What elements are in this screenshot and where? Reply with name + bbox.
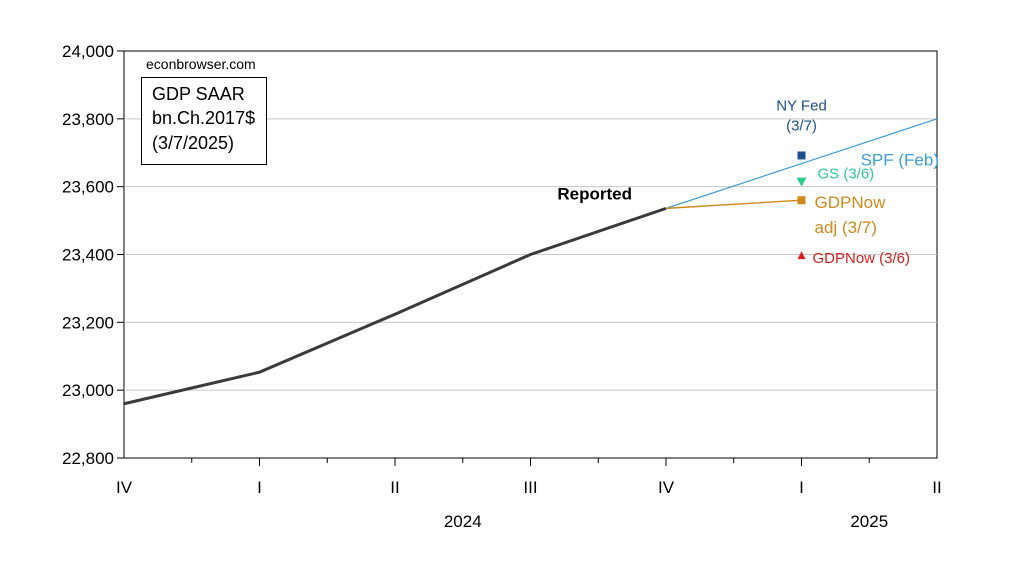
- nowcast-marker-0: [797, 151, 806, 160]
- spf-line: [665, 118, 938, 209]
- nowcast-label-0-0: NY Fed: [776, 97, 827, 114]
- nowcast-label-1-0: GS (3/6): [818, 166, 875, 183]
- x-tick-label-1: I: [257, 478, 262, 497]
- x-tick-label-2: II: [390, 478, 399, 497]
- nowcast-label-0-1: (3/7): [786, 117, 817, 134]
- x-tick-label-3: III: [523, 478, 537, 497]
- x-tick-label-0: IV: [116, 478, 133, 497]
- nowcast-marker-2: [797, 196, 806, 205]
- legend-box: GDP SAAR bn.Ch.2017$ (3/7/2025): [141, 77, 267, 165]
- spf-label: SPF (Feb): [861, 151, 939, 170]
- y-tick-label-23600: 23,600: [62, 178, 114, 197]
- reported-line: [123, 206, 667, 406]
- nowcast-label-2-1: adj (3/7): [815, 218, 877, 237]
- nowcast-label-3-0: GDPNow (3/6): [813, 250, 911, 267]
- nowcast-marker-3: [797, 251, 806, 260]
- x-tick-label-6: II: [932, 478, 941, 497]
- source-note: econbrowser.com: [146, 56, 256, 72]
- legend-line-date: (3/7/2025): [152, 133, 235, 153]
- gdpnow-adj-line: [665, 199, 802, 210]
- y-tick-label-23000: 23,000: [62, 381, 114, 400]
- annotations: Reported SPF (Feb) NY Fed (3/7) GS (3/6) GDPN…: [557, 97, 939, 267]
- series-layer: [123, 118, 938, 406]
- nowcast-label-2-0: GDPNow: [815, 193, 887, 212]
- x-tick-label-5: I: [799, 478, 804, 497]
- y-tick-label-23400: 23,400: [62, 246, 114, 265]
- x-tick-label-4: IV: [658, 478, 675, 497]
- y-tick-label-23200: 23,200: [62, 313, 114, 332]
- y-tick-label-22800: 22,800: [62, 449, 114, 468]
- y-axis: 22,800 23,000 23,200 23,400 23,600 23,800 24,0…: [62, 42, 124, 468]
- year-label-2025: 2025: [850, 512, 888, 531]
- year-label-2024: 2024: [444, 512, 482, 531]
- nowcast-marker-1: [796, 177, 807, 187]
- reported-label: Reported: [557, 184, 632, 203]
- y-tick-label-23800: 23,800: [62, 110, 114, 129]
- legend-line-title: GDP SAAR: [152, 84, 245, 104]
- y-tick-label-24000: 24,000: [62, 42, 114, 61]
- legend-line-units: bn.Ch.2017$: [152, 108, 256, 128]
